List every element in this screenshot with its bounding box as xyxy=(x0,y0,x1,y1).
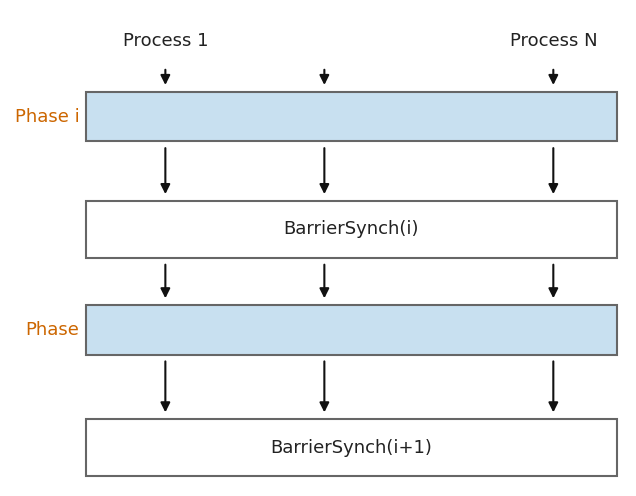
Text: BarrierSynch(i+1): BarrierSynch(i+1) xyxy=(270,438,432,457)
Text: Phase: Phase xyxy=(25,321,80,339)
FancyBboxPatch shape xyxy=(86,92,617,141)
Text: Process 1: Process 1 xyxy=(123,32,208,50)
FancyBboxPatch shape xyxy=(86,201,617,258)
FancyBboxPatch shape xyxy=(86,305,617,355)
Text: BarrierSynch(i): BarrierSynch(i) xyxy=(284,220,419,239)
Text: Process N: Process N xyxy=(509,32,597,50)
FancyBboxPatch shape xyxy=(86,419,617,476)
Text: Phase i: Phase i xyxy=(15,108,80,125)
